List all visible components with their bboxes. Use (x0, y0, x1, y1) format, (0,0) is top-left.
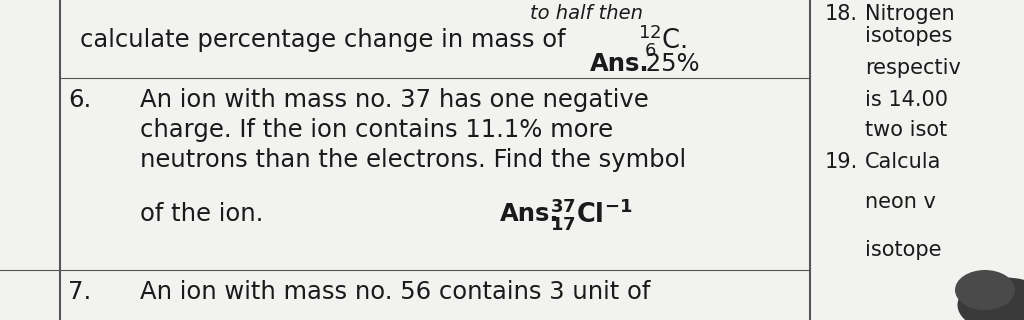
Text: 7.: 7. (68, 280, 91, 304)
Text: $\mathregular{^{37}_{17}}$Cl$\mathregular{^{-1}}$: $\mathregular{^{37}_{17}}$Cl$\mathregula… (550, 196, 633, 232)
Text: neon v: neon v (865, 192, 936, 212)
Text: 19.: 19. (825, 152, 858, 172)
Text: to half then: to half then (530, 4, 643, 23)
Text: An ion with mass no. 37 has one negative: An ion with mass no. 37 has one negative (140, 88, 649, 112)
Text: Calcula: Calcula (865, 152, 941, 172)
Text: calculate percentage change in mass of: calculate percentage change in mass of (80, 28, 573, 52)
Text: respectiv: respectiv (865, 58, 961, 78)
Text: charge. If the ion contains 11.1% more: charge. If the ion contains 11.1% more (140, 118, 613, 142)
Text: 6.: 6. (68, 88, 91, 112)
Text: $\mathregular{^{12}_{\ 6}}$C.: $\mathregular{^{12}_{\ 6}}$C. (638, 22, 687, 58)
Text: of the ion.: of the ion. (140, 202, 263, 226)
Text: Ans.: Ans. (590, 52, 649, 76)
Text: is 14.00: is 14.00 (865, 90, 948, 110)
Text: Ans.: Ans. (500, 202, 560, 226)
Text: isotopes: isotopes (865, 26, 952, 46)
Text: 25%: 25% (638, 52, 699, 76)
Text: Nitrogen: Nitrogen (865, 4, 954, 24)
Text: neutrons than the electrons. Find the symbol: neutrons than the electrons. Find the sy… (140, 148, 686, 172)
Text: two isot: two isot (865, 120, 947, 140)
Ellipse shape (955, 270, 1015, 310)
Ellipse shape (957, 277, 1024, 320)
Text: isotope: isotope (865, 240, 941, 260)
Text: An ion with mass no. 56 contains 3 unit of: An ion with mass no. 56 contains 3 unit … (140, 280, 650, 304)
Text: 18.: 18. (825, 4, 858, 24)
